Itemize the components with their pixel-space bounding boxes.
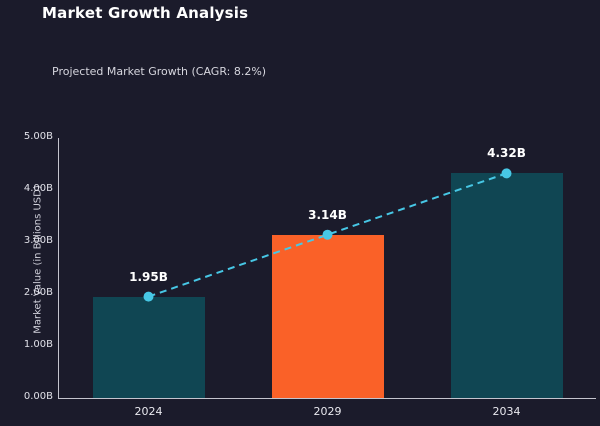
- trend-line: [143, 168, 512, 302]
- y-tick-label: 0.00B: [23, 391, 53, 402]
- trend-marker: [143, 291, 154, 302]
- x-tick-label-2024: 2024: [134, 405, 163, 418]
- value-label-2029: 3.14B: [308, 207, 347, 222]
- bar-2024: [92, 296, 205, 398]
- y-tick-label: 4.00B: [23, 183, 53, 194]
- trend-marker: [322, 229, 333, 240]
- y-tick-label: 3.00B: [23, 235, 53, 246]
- x-tick-label-2029: 2029: [313, 405, 342, 418]
- bar-2034: [450, 173, 563, 398]
- x-tick-label-2034: 2034: [492, 405, 521, 418]
- trend-marker: [501, 168, 512, 179]
- value-label-2034: 4.32B: [487, 146, 526, 161]
- y-tick-label: 5.00B: [23, 131, 53, 142]
- page-title: Market Growth Analysis: [42, 4, 249, 22]
- y-tick-label: 1.00B: [23, 339, 53, 350]
- y-tick-label: 2.00B: [23, 287, 53, 298]
- bar-2029: [271, 234, 384, 398]
- chart-subtitle: Projected Market Growth (CAGR: 8.2%): [52, 65, 267, 78]
- value-label-2024: 1.95B: [129, 269, 168, 284]
- plot-area: 1.95B 2024 3.14B 2029 4.32B 2034 0.00B 1.00B 2.0…: [24, 131, 596, 418]
